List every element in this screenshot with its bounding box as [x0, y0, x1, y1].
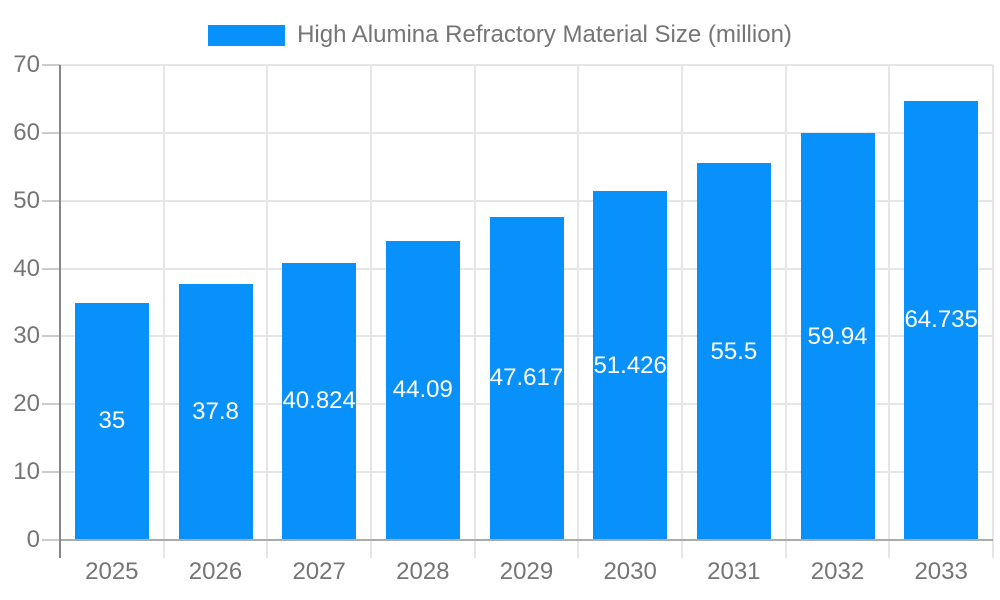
legend[interactable]: High Alumina Refractory Material Size (m… — [0, 21, 1000, 49]
bar-2029[interactable]: 47.617 — [489, 216, 564, 540]
bar-value-label-2030: 51.426 — [593, 351, 667, 379]
legend-label: High Alumina Refractory Material Size (m… — [297, 21, 792, 48]
x-axis-label-2032: 2032 — [810, 558, 865, 585]
gridline-x-5 — [577, 65, 580, 558]
x-axis-label-2025: 2025 — [85, 558, 139, 585]
bar-value-label-2026: 37.8 — [192, 397, 239, 425]
y-axis-tick-0 — [42, 539, 60, 541]
y-axis-tick-40 — [42, 267, 60, 270]
y-axis-line — [59, 65, 61, 558]
gridline-x-3 — [370, 65, 372, 558]
bar-2025[interactable]: 35 — [74, 302, 149, 540]
bar-value-label-2027: 40.824 — [282, 387, 356, 415]
bar-2032[interactable]: 59.94 — [800, 133, 875, 540]
x-axis-label-2028: 2028 — [396, 558, 450, 585]
gridline-x-4 — [473, 65, 476, 558]
bar-2031[interactable]: 55.5 — [696, 163, 771, 540]
gridline-x-2 — [266, 65, 269, 558]
bar-2033[interactable]: 64.735 — [904, 100, 979, 540]
y-axis-tick-10 — [42, 471, 60, 474]
bar-2030[interactable]: 51.426 — [593, 191, 668, 540]
bar-value-label-2032: 59.94 — [807, 322, 868, 350]
bar-2026[interactable]: 37.8 — [178, 283, 253, 540]
y-axis-label-30: 30 — [13, 322, 40, 350]
bar-value-label-2029: 47.617 — [489, 364, 564, 392]
x-axis-label-2026: 2026 — [188, 558, 243, 585]
bar-value-label-2025: 35 — [98, 407, 126, 435]
y-axis-tick-20 — [42, 403, 60, 406]
y-axis-label-20: 20 — [13, 390, 40, 418]
x-axis-label-2029: 2029 — [499, 558, 554, 585]
bar-2027[interactable]: 40.824 — [282, 262, 357, 540]
gridline-y-50 — [60, 199, 993, 202]
x-axis-baseline — [60, 539, 993, 541]
gridline-x-7 — [784, 65, 787, 558]
x-axis-label-2031: 2031 — [707, 558, 761, 585]
y-axis-tick-50 — [42, 199, 60, 202]
y-axis-tick-60 — [42, 131, 60, 134]
bar-value-label-2031: 55.5 — [710, 337, 758, 365]
y-axis-tick-30 — [42, 335, 60, 338]
y-axis-label-10: 10 — [13, 458, 40, 486]
bar-2028[interactable]: 44.09 — [385, 240, 460, 540]
y-axis-label-50: 50 — [13, 186, 40, 214]
gridline-x-6 — [681, 65, 683, 558]
y-axis-label-60: 60 — [13, 118, 40, 146]
gridline-y-70 — [60, 64, 993, 66]
legend-swatch — [208, 24, 286, 46]
y-axis-tick-70 — [42, 64, 60, 66]
bar-value-label-2028: 44.09 — [392, 376, 453, 404]
x-axis-label-2030: 2030 — [603, 558, 657, 585]
bar-value-label-2033: 64.735 — [904, 306, 978, 334]
x-axis-label-2027: 2027 — [292, 558, 346, 585]
plot-right-edge — [992, 65, 994, 558]
gridline-y-60 — [60, 131, 993, 134]
gridline-x-1 — [162, 65, 165, 558]
y-axis-label-40: 40 — [13, 254, 40, 282]
y-axis-label-70: 70 — [13, 51, 40, 78]
gridline-x-8 — [888, 65, 891, 558]
y-axis-label-0: 0 — [26, 526, 40, 553]
x-axis-label-2033: 2033 — [914, 558, 968, 585]
